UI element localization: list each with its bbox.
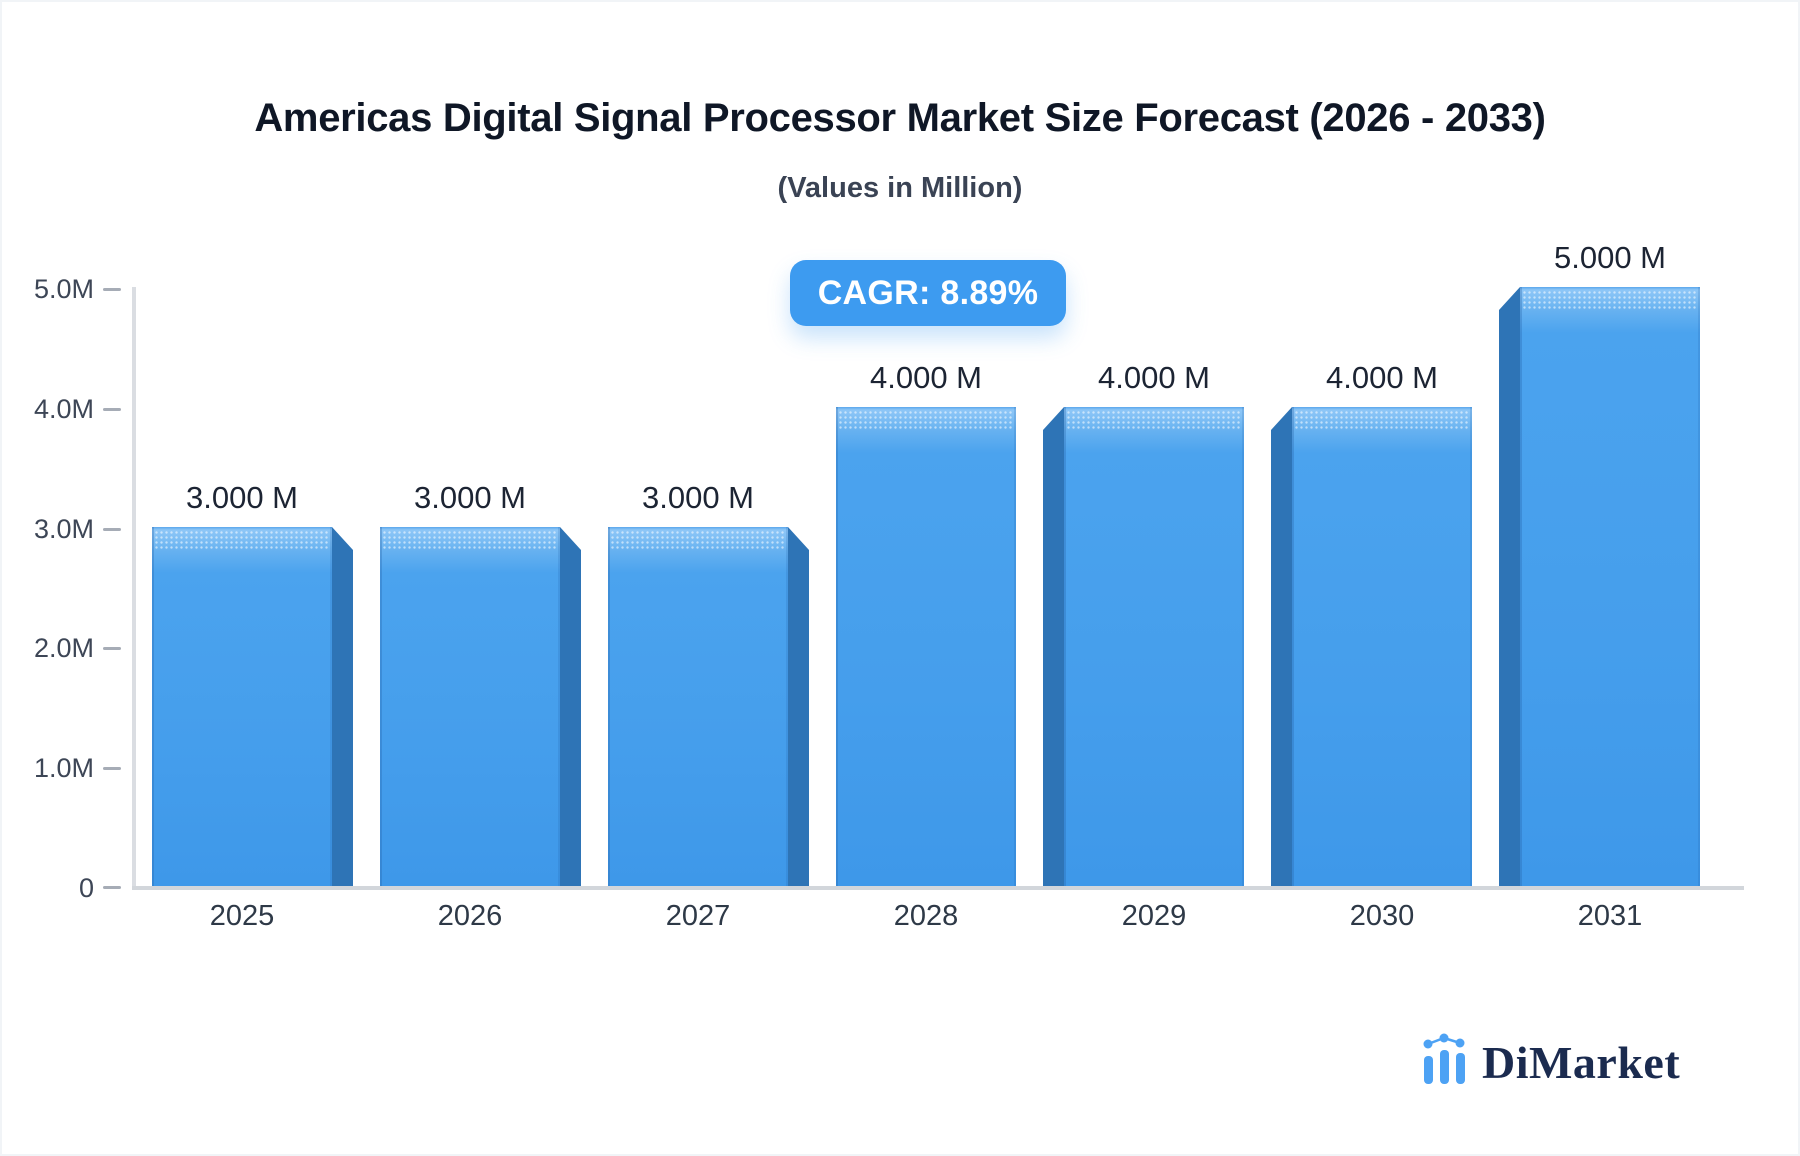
y-tick-mark xyxy=(103,408,121,411)
bar-highlight-texture xyxy=(382,530,558,551)
bar-highlight-texture xyxy=(838,410,1014,431)
cagr-badge-label: CAGR: 8.89% xyxy=(817,273,1039,312)
bar-side-face xyxy=(1271,407,1292,886)
x-tick-label-2029: 2029 xyxy=(1121,900,1187,932)
bar-highlight-texture xyxy=(154,530,330,551)
x-tick-label-2027: 2027 xyxy=(665,900,731,932)
bar-value-label: 5.000 M xyxy=(1553,240,1666,275)
bar-side-face xyxy=(1043,407,1064,886)
bar-value-label: 3.000 M xyxy=(185,480,298,515)
bar-side-face xyxy=(1499,287,1520,886)
bar-side-face xyxy=(788,527,809,886)
bar-side-face xyxy=(560,527,581,886)
bar-highlight-texture xyxy=(610,530,786,551)
bar-2027[interactable]: 3.000 M xyxy=(608,480,809,886)
y-axis-line xyxy=(132,287,136,890)
y-tick-label-4m: 4.0M xyxy=(33,394,94,424)
bar-value-label: 3.000 M xyxy=(641,480,754,515)
y-tick-label-5m: 5.0M xyxy=(33,274,94,304)
dimarket-logo-text: DiMarket xyxy=(1482,1037,1681,1088)
bar-value-label: 4.000 M xyxy=(1325,360,1438,395)
bar-chart-logo-icon xyxy=(1423,1033,1465,1084)
y-tick-label-0: 0 xyxy=(78,873,94,903)
bar-highlight-texture xyxy=(1066,410,1242,431)
bar-value-label: 4.000 M xyxy=(1097,360,1210,395)
bar-highlight-texture xyxy=(1294,410,1470,431)
y-tick-mark xyxy=(103,528,121,531)
bar-2031[interactable]: 5.000 M xyxy=(1499,240,1700,886)
y-tick-mark xyxy=(103,288,121,291)
y-tick-mark xyxy=(103,886,121,889)
chart-subtitle: (Values in Million) xyxy=(777,172,1023,204)
bar-value-label: 3.000 M xyxy=(413,480,526,515)
bar-2030[interactable]: 4.000 M xyxy=(1271,360,1472,886)
x-tick-label-2028: 2028 xyxy=(893,900,959,932)
bar-side-face xyxy=(332,527,353,886)
chart-title: Americas Digital Signal Processor Market… xyxy=(254,96,1546,140)
y-tick-label-3m: 3.0M xyxy=(33,514,94,544)
x-tick-label-2025: 2025 xyxy=(209,900,275,932)
y-tick-label-2m: 2.0M xyxy=(33,633,94,663)
bar-highlight-texture xyxy=(1522,290,1698,311)
bar-2026[interactable]: 3.000 M xyxy=(380,480,581,886)
dimarket-logo[interactable]: DiMarket xyxy=(1422,1032,1680,1086)
x-tick-label-2026: 2026 xyxy=(437,900,503,932)
bar-2025[interactable]: 3.000 M xyxy=(152,480,353,886)
bar-2029[interactable]: 4.000 M xyxy=(1043,360,1244,886)
x-tick-label-2031: 2031 xyxy=(1577,900,1643,932)
y-tick-mark xyxy=(103,647,121,650)
bar-2028[interactable]: 4.000 M xyxy=(836,360,1016,886)
x-tick-label-2030: 2030 xyxy=(1349,900,1415,932)
y-tick-mark xyxy=(103,767,121,770)
x-axis-line xyxy=(132,886,1744,890)
bar-value-label: 4.000 M xyxy=(869,360,982,395)
y-tick-label-1m: 1.0M xyxy=(33,753,94,783)
cagr-badge: CAGR: 8.89% xyxy=(790,260,1066,326)
